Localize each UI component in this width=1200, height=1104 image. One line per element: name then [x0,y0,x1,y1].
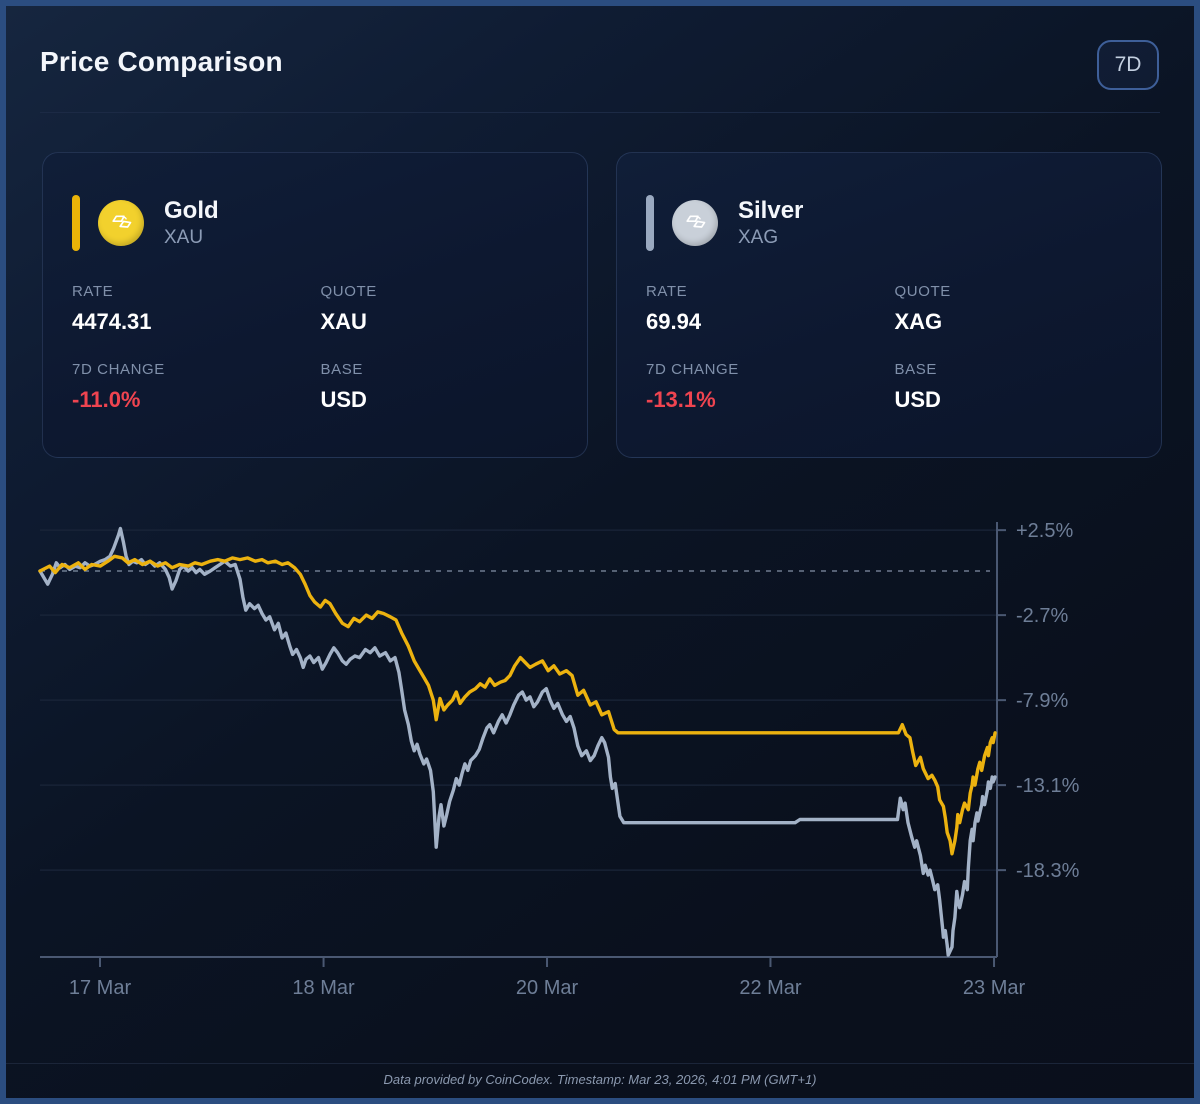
silver-name: Silver [738,196,804,224]
gold-bars-icon [108,207,135,239]
y-axis-label: -2.7% [1016,605,1068,627]
x-axis-label: 20 Mar [516,977,579,999]
x-axis-label: 17 Mar [69,977,132,999]
gold-card-header: Gold XAU [72,195,219,251]
silver-rate-label: RATE [646,283,688,300]
range-7d-button[interactable]: 7D [1097,40,1159,90]
gold-accent-bar [72,195,80,251]
gold-quote-label: QUOTE [320,283,377,300]
silver-stats: RATE 69.94 7D CHANGE -13.1% QUOTE XAG BA… [646,283,1133,439]
gold-rate-label: RATE [72,283,114,300]
page-title: Price Comparison [40,46,283,77]
silver-card-header: Silver XAG [646,195,803,251]
gold-line [38,554,997,856]
gold-change-label: 7D CHANGE [72,361,165,378]
price-chart[interactable]: +2.5% -2.7% -7.9% -13.1% -18.3% 17 Mar 18 Mar 2… [0,460,1200,1060]
y-axis-label: -18.3% [1016,860,1080,882]
silver-change-value: -13.1% [646,387,716,412]
silver-quote-label: QUOTE [894,283,951,300]
gold-coin-badge [98,200,144,246]
silver-quote-value: XAG [894,309,943,334]
footer-attribution: Data provided by CoinCodex. Timestamp: M… [383,1072,817,1087]
silver-base-label: BASE [894,361,937,378]
gold-base-label: BASE [320,361,363,378]
silver-change-label: 7D CHANGE [646,361,739,378]
silver-symbol: XAG [738,227,779,249]
price-chart-svg: +2.5% -2.7% -7.9% -13.1% -18.3% 17 Mar 18 Mar 2… [38,520,1080,999]
x-axis-label: 22 Mar [739,977,802,999]
x-axis-label: 23 Mar [963,977,1026,999]
silver-bars-icon [682,207,709,239]
gold-rate-value: 4474.31 [72,309,152,334]
gold-stats: RATE 4474.31 7D CHANGE -11.0% QUOTE XAU … [72,283,559,439]
silver-rate-value: 69.94 [646,309,702,334]
silver-coin-badge [672,200,718,246]
gold-change-value: -11.0% [72,387,141,412]
silver-base-value: USD [894,387,941,412]
gold-card: Gold XAU RATE 4474.31 7D CHANGE -11.0% Q… [42,152,588,458]
silver-line [38,526,997,957]
y-axis-label: +2.5% [1016,520,1073,542]
y-axis-label: -7.9% [1016,690,1068,712]
silver-accent-bar [646,195,654,251]
gold-quote-value: XAU [320,309,367,334]
gold-symbol: XAU [164,227,204,249]
gold-base-value: USD [320,387,367,412]
y-axis-label: -13.1% [1016,775,1080,797]
header-divider [40,112,1160,113]
silver-card: Silver XAG RATE 69.94 7D CHANGE -13.1% Q… [616,152,1162,458]
x-axis-label: 18 Mar [292,977,355,999]
footer-divider [6,1063,1194,1064]
gold-name: Gold [164,196,219,224]
